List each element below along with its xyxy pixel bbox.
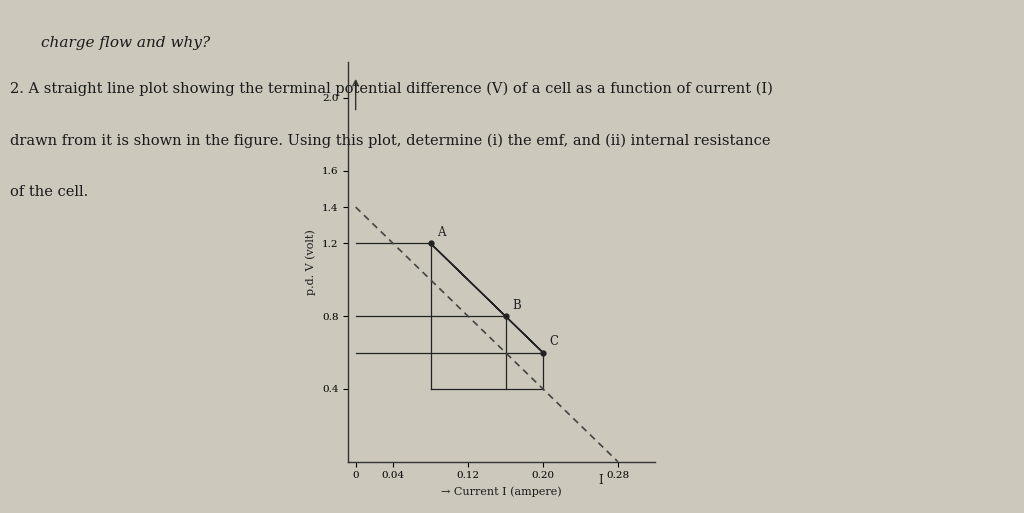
Text: A: A bbox=[437, 226, 445, 239]
Y-axis label: p.d. V (volt): p.d. V (volt) bbox=[306, 229, 316, 294]
Text: drawn from it is shown in the figure. Using this plot, determine (i) the emf, an: drawn from it is shown in the figure. Us… bbox=[10, 133, 771, 148]
Text: C: C bbox=[550, 336, 558, 348]
X-axis label: → Current I (ampere): → Current I (ampere) bbox=[441, 486, 562, 497]
Text: 2. A straight line plot showing the terminal potential difference (V) of a cell : 2. A straight line plot showing the term… bbox=[10, 82, 773, 96]
Text: B: B bbox=[512, 299, 521, 312]
Text: charge flow and why?: charge flow and why? bbox=[41, 36, 210, 50]
Text: I: I bbox=[599, 475, 603, 487]
Text: of the cell.: of the cell. bbox=[10, 185, 88, 199]
